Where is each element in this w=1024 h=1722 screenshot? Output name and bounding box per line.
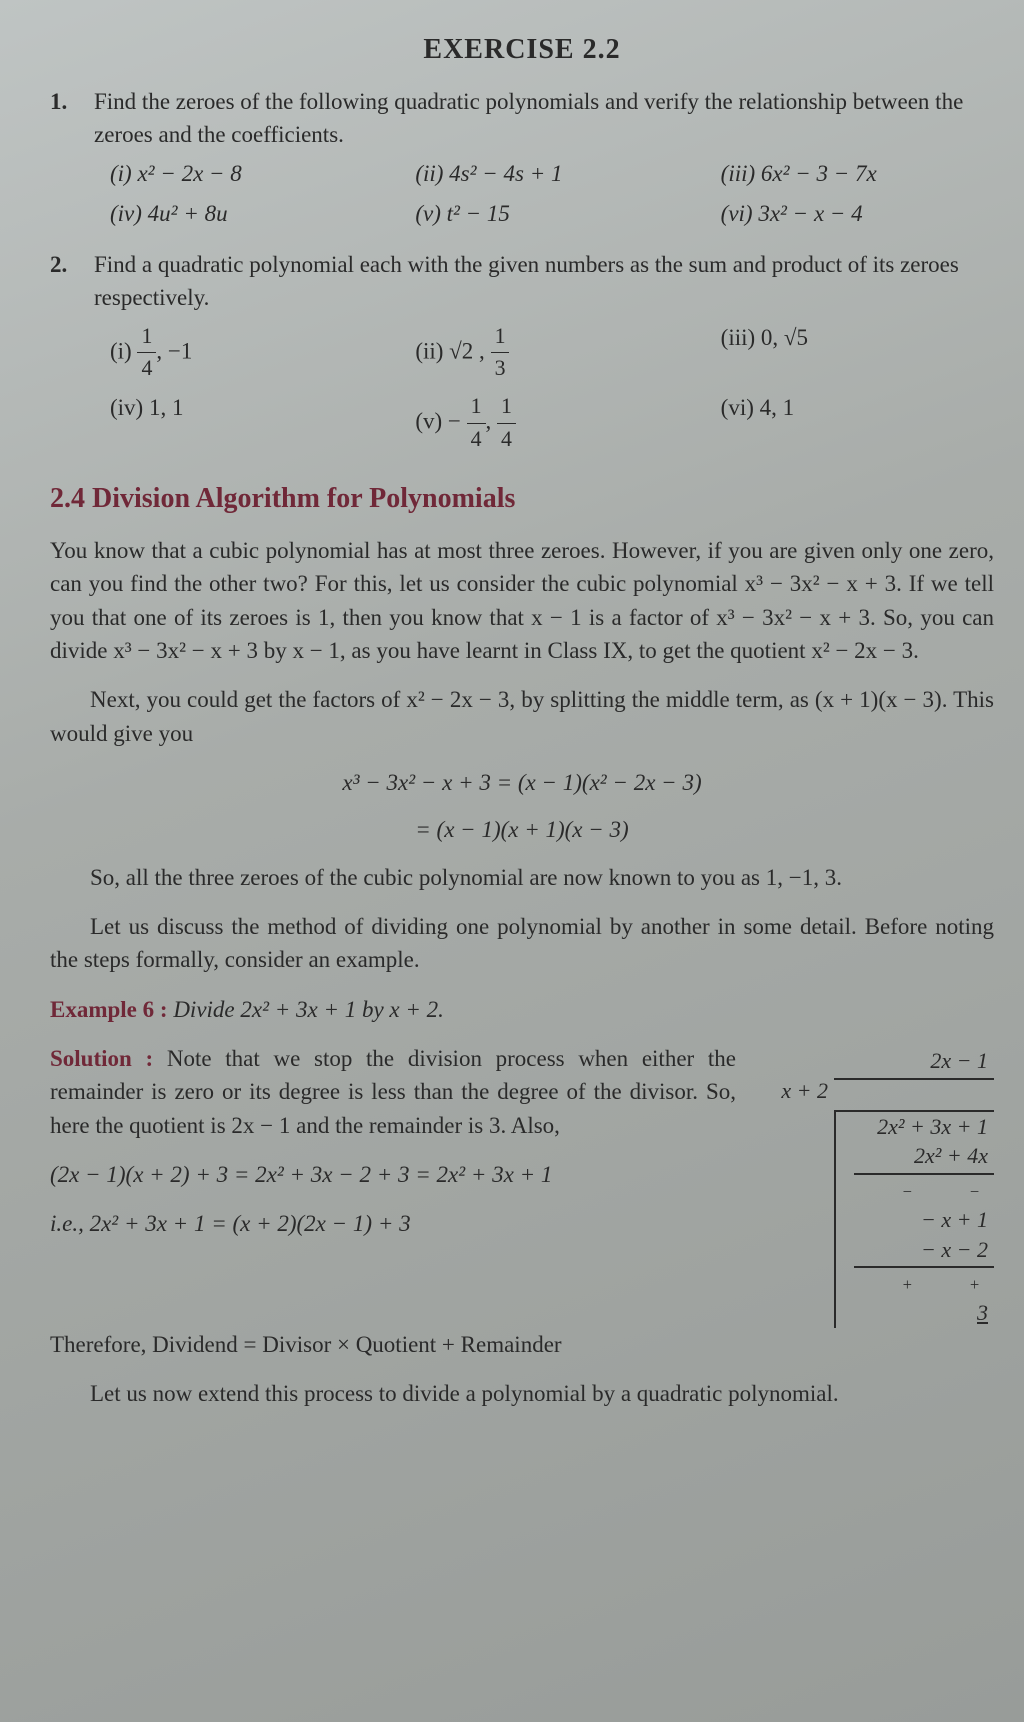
display-eq-2: = (x − 1)(x + 1)(x − 3) bbox=[50, 813, 994, 846]
q2-v-num1: 1 bbox=[467, 391, 486, 424]
q2-opt-v: (v) − 14, 14 bbox=[415, 391, 688, 455]
q1-text: Find the zeroes of the following quadrat… bbox=[94, 85, 994, 152]
q1-opt-iv: (iv) 4u² + 8u bbox=[110, 197, 383, 230]
example6-eq1: (2x − 1)(x + 2) + 3 = 2x² + 3x − 2 + 3 =… bbox=[50, 1158, 736, 1191]
display-eq-1: x³ − 3x² − x + 3 = (x − 1)(x² − 2x − 3) bbox=[50, 766, 994, 799]
example6-solution: Solution : Note that we stop the divisio… bbox=[50, 1042, 736, 1142]
q2-opt-iv: (iv) 1, 1 bbox=[110, 391, 383, 455]
longdiv-l1: 2x² + 4x bbox=[854, 1141, 994, 1175]
q2-ii-den: 3 bbox=[491, 353, 510, 385]
q2-ii-num: 1 bbox=[491, 321, 510, 354]
question-1: 1. Find the zeroes of the following quad… bbox=[50, 85, 994, 152]
longdiv-remainder: 3 bbox=[844, 1298, 994, 1328]
longdiv-signs1: − − bbox=[896, 1181, 1012, 1203]
q2-i-pre: (i) bbox=[110, 338, 137, 363]
q2-text: Find a quadratic polynomial each with th… bbox=[94, 248, 994, 315]
q1-opt-vi: (vi) 3x² − x − 4 bbox=[721, 197, 994, 230]
q1-options: (i) x² − 2x − 8 (ii) 4s² − 4s + 1 (iii) … bbox=[50, 157, 994, 230]
fraction-icon: 14 bbox=[137, 321, 156, 385]
longdiv-divisor: x + 2 bbox=[781, 1046, 828, 1106]
section-p1: You know that a cubic polynomial has at … bbox=[50, 534, 994, 667]
q2-v-mid: , bbox=[486, 408, 498, 433]
q2-options: (i) 14, −1 (ii) √2 , 13 (iii) 0, √5 (iv)… bbox=[50, 321, 994, 456]
q2-i-num: 1 bbox=[137, 321, 156, 354]
longdiv-l3: − x − 2 bbox=[854, 1235, 994, 1269]
q2-number: 2. bbox=[50, 248, 82, 315]
example-label: Example 6 : bbox=[50, 997, 173, 1022]
q2-opt-iii: (iii) 0, √5 bbox=[721, 321, 994, 385]
q1-opt-ii: (ii) 4s² − 4s + 1 bbox=[415, 157, 688, 190]
q2-i-post: , −1 bbox=[156, 338, 192, 363]
longdiv-signs2: + + bbox=[896, 1274, 1012, 1296]
example6-therefore: Therefore, Dividend = Divisor × Quotient… bbox=[50, 1328, 994, 1361]
q1-opt-iii: (iii) 6x² − 3 − 7x bbox=[721, 157, 994, 190]
q2-v-pre: (v) − bbox=[415, 408, 466, 433]
solution-label: Solution : bbox=[50, 1046, 167, 1071]
q2-opt-ii: (ii) √2 , 13 bbox=[415, 321, 688, 385]
example6-body: Solution : Note that we stop the divisio… bbox=[50, 1042, 994, 1328]
q1-opt-i: (i) x² − 2x − 8 bbox=[110, 157, 383, 190]
section-p4: Let us discuss the method of dividing on… bbox=[50, 910, 994, 977]
fraction-icon: 13 bbox=[491, 321, 510, 385]
q2-v-den1: 4 bbox=[467, 424, 486, 456]
example6-statement: Example 6 : Divide 2x² + 3x + 1 by x + 2… bbox=[50, 993, 994, 1026]
longdiv-dividend: 2x² + 3x + 1 bbox=[844, 1112, 994, 1142]
fraction-icon: 14 bbox=[467, 391, 486, 455]
section-heading: 2.4 Division Algorithm for Polynomials bbox=[50, 479, 994, 520]
q1-opt-v: (v) t² − 15 bbox=[415, 197, 688, 230]
q2-v-den2: 4 bbox=[497, 424, 516, 456]
example6-stmt-text: Divide 2x² + 3x + 1 by x + 2. bbox=[173, 997, 444, 1022]
example6-eq2: i.e., 2x² + 3x + 1 = (x + 2)(2x − 1) + 3 bbox=[50, 1207, 736, 1240]
long-division: x + 2 2x − 1 2x² + 3x + 1 2x² + 4x − − −… bbox=[764, 1042, 994, 1328]
q2-opt-i: (i) 14, −1 bbox=[110, 321, 383, 385]
section-p3: So, all the three zeroes of the cubic po… bbox=[50, 861, 994, 894]
q1-number: 1. bbox=[50, 85, 82, 152]
q2-i-den: 4 bbox=[137, 353, 156, 385]
fraction-icon: 14 bbox=[497, 391, 516, 455]
q2-v-num2: 1 bbox=[497, 391, 516, 424]
longdiv-l2: − x + 1 bbox=[844, 1205, 994, 1235]
section-p2: Next, you could get the factors of x² − … bbox=[50, 683, 994, 750]
exercise-title: EXERCISE 2.2 bbox=[50, 30, 994, 71]
example6-closing: Let us now extend this process to divide… bbox=[50, 1377, 994, 1410]
longdiv-quotient: 2x − 1 bbox=[834, 1046, 994, 1080]
q2-opt-vi: (vi) 4, 1 bbox=[721, 391, 994, 455]
question-2: 2. Find a quadratic polynomial each with… bbox=[50, 248, 994, 315]
q2-ii-pre: (ii) √2 , bbox=[415, 338, 490, 363]
